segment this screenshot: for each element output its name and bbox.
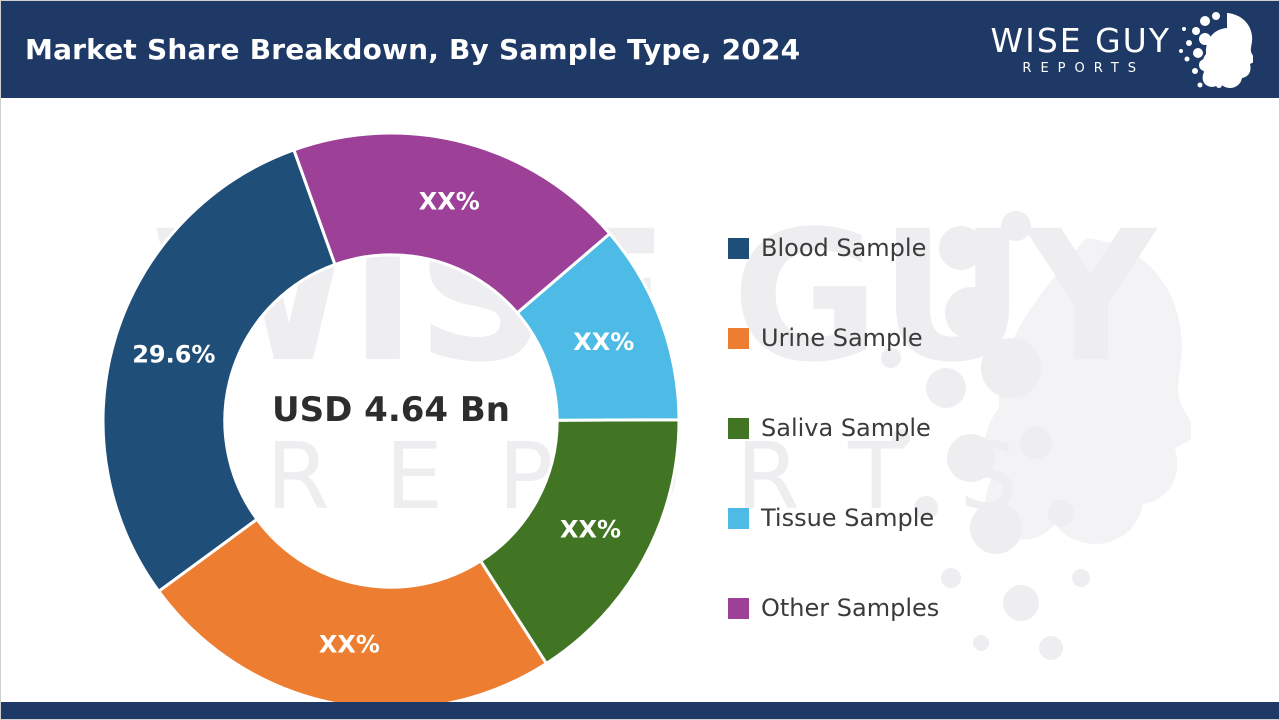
header-bar: Market Share Breakdown, By Sample Type, …: [1, 1, 1279, 98]
legend-swatch-tissue: [728, 507, 749, 529]
donut-segment-saliva-sample: [479, 418, 681, 665]
legend-item-other: Other Samples: [728, 594, 939, 622]
segment-value-label: XX%: [319, 630, 380, 658]
donut-segment-other-samples: [292, 131, 612, 315]
chart-area: WISE GUY REPORTS 29.6%XX%XX%XX%XX% USD 4…: [1, 98, 1279, 704]
segment-value-label: XX%: [560, 515, 621, 543]
legend-swatch-urine: [728, 327, 749, 349]
segment-value-label: XX%: [419, 188, 480, 216]
legend-label: Saliva Sample: [761, 414, 931, 442]
legend-swatch-blood: [728, 237, 749, 259]
legend-item-tissue: Tissue Sample: [728, 504, 939, 532]
segment-value-label: XX%: [573, 328, 634, 356]
donut-chart: 29.6% XX% XX% XX% XX%: [101, 131, 681, 704]
donut-segment-urine-sample: [157, 517, 548, 704]
page-title: Market Share Breakdown, By Sample Type, …: [25, 33, 801, 66]
legend-item-saliva: Saliva Sample: [728, 414, 939, 442]
legend-label: Tissue Sample: [761, 504, 935, 532]
brand-name: WISE GUY: [990, 21, 1171, 60]
brand-face-icon: [1179, 11, 1253, 88]
legend-label: Other Samples: [761, 594, 940, 622]
donut-segment-blood-sample: [101, 148, 337, 593]
watermark-face-icon: [881, 211, 1191, 660]
chart-center-value: USD 4.64 Bn: [272, 390, 510, 430]
legend-label: Blood Sample: [761, 234, 927, 262]
segment-value-label: 29.6%: [132, 341, 215, 369]
legend-swatch-saliva: [728, 417, 749, 439]
legend-label: Urine Sample: [761, 324, 923, 352]
brand-logo: WISE GUY REPORTS: [990, 9, 1253, 91]
footer-bar: [1, 702, 1279, 719]
legend-item-blood: Blood Sample: [728, 234, 939, 262]
brand-subname: REPORTS: [1022, 61, 1146, 76]
chart-legend: Blood Sample Urine Sample Saliva Sample …: [728, 234, 939, 684]
legend-swatch-other: [728, 597, 749, 619]
legend-item-urine: Urine Sample: [728, 324, 939, 352]
